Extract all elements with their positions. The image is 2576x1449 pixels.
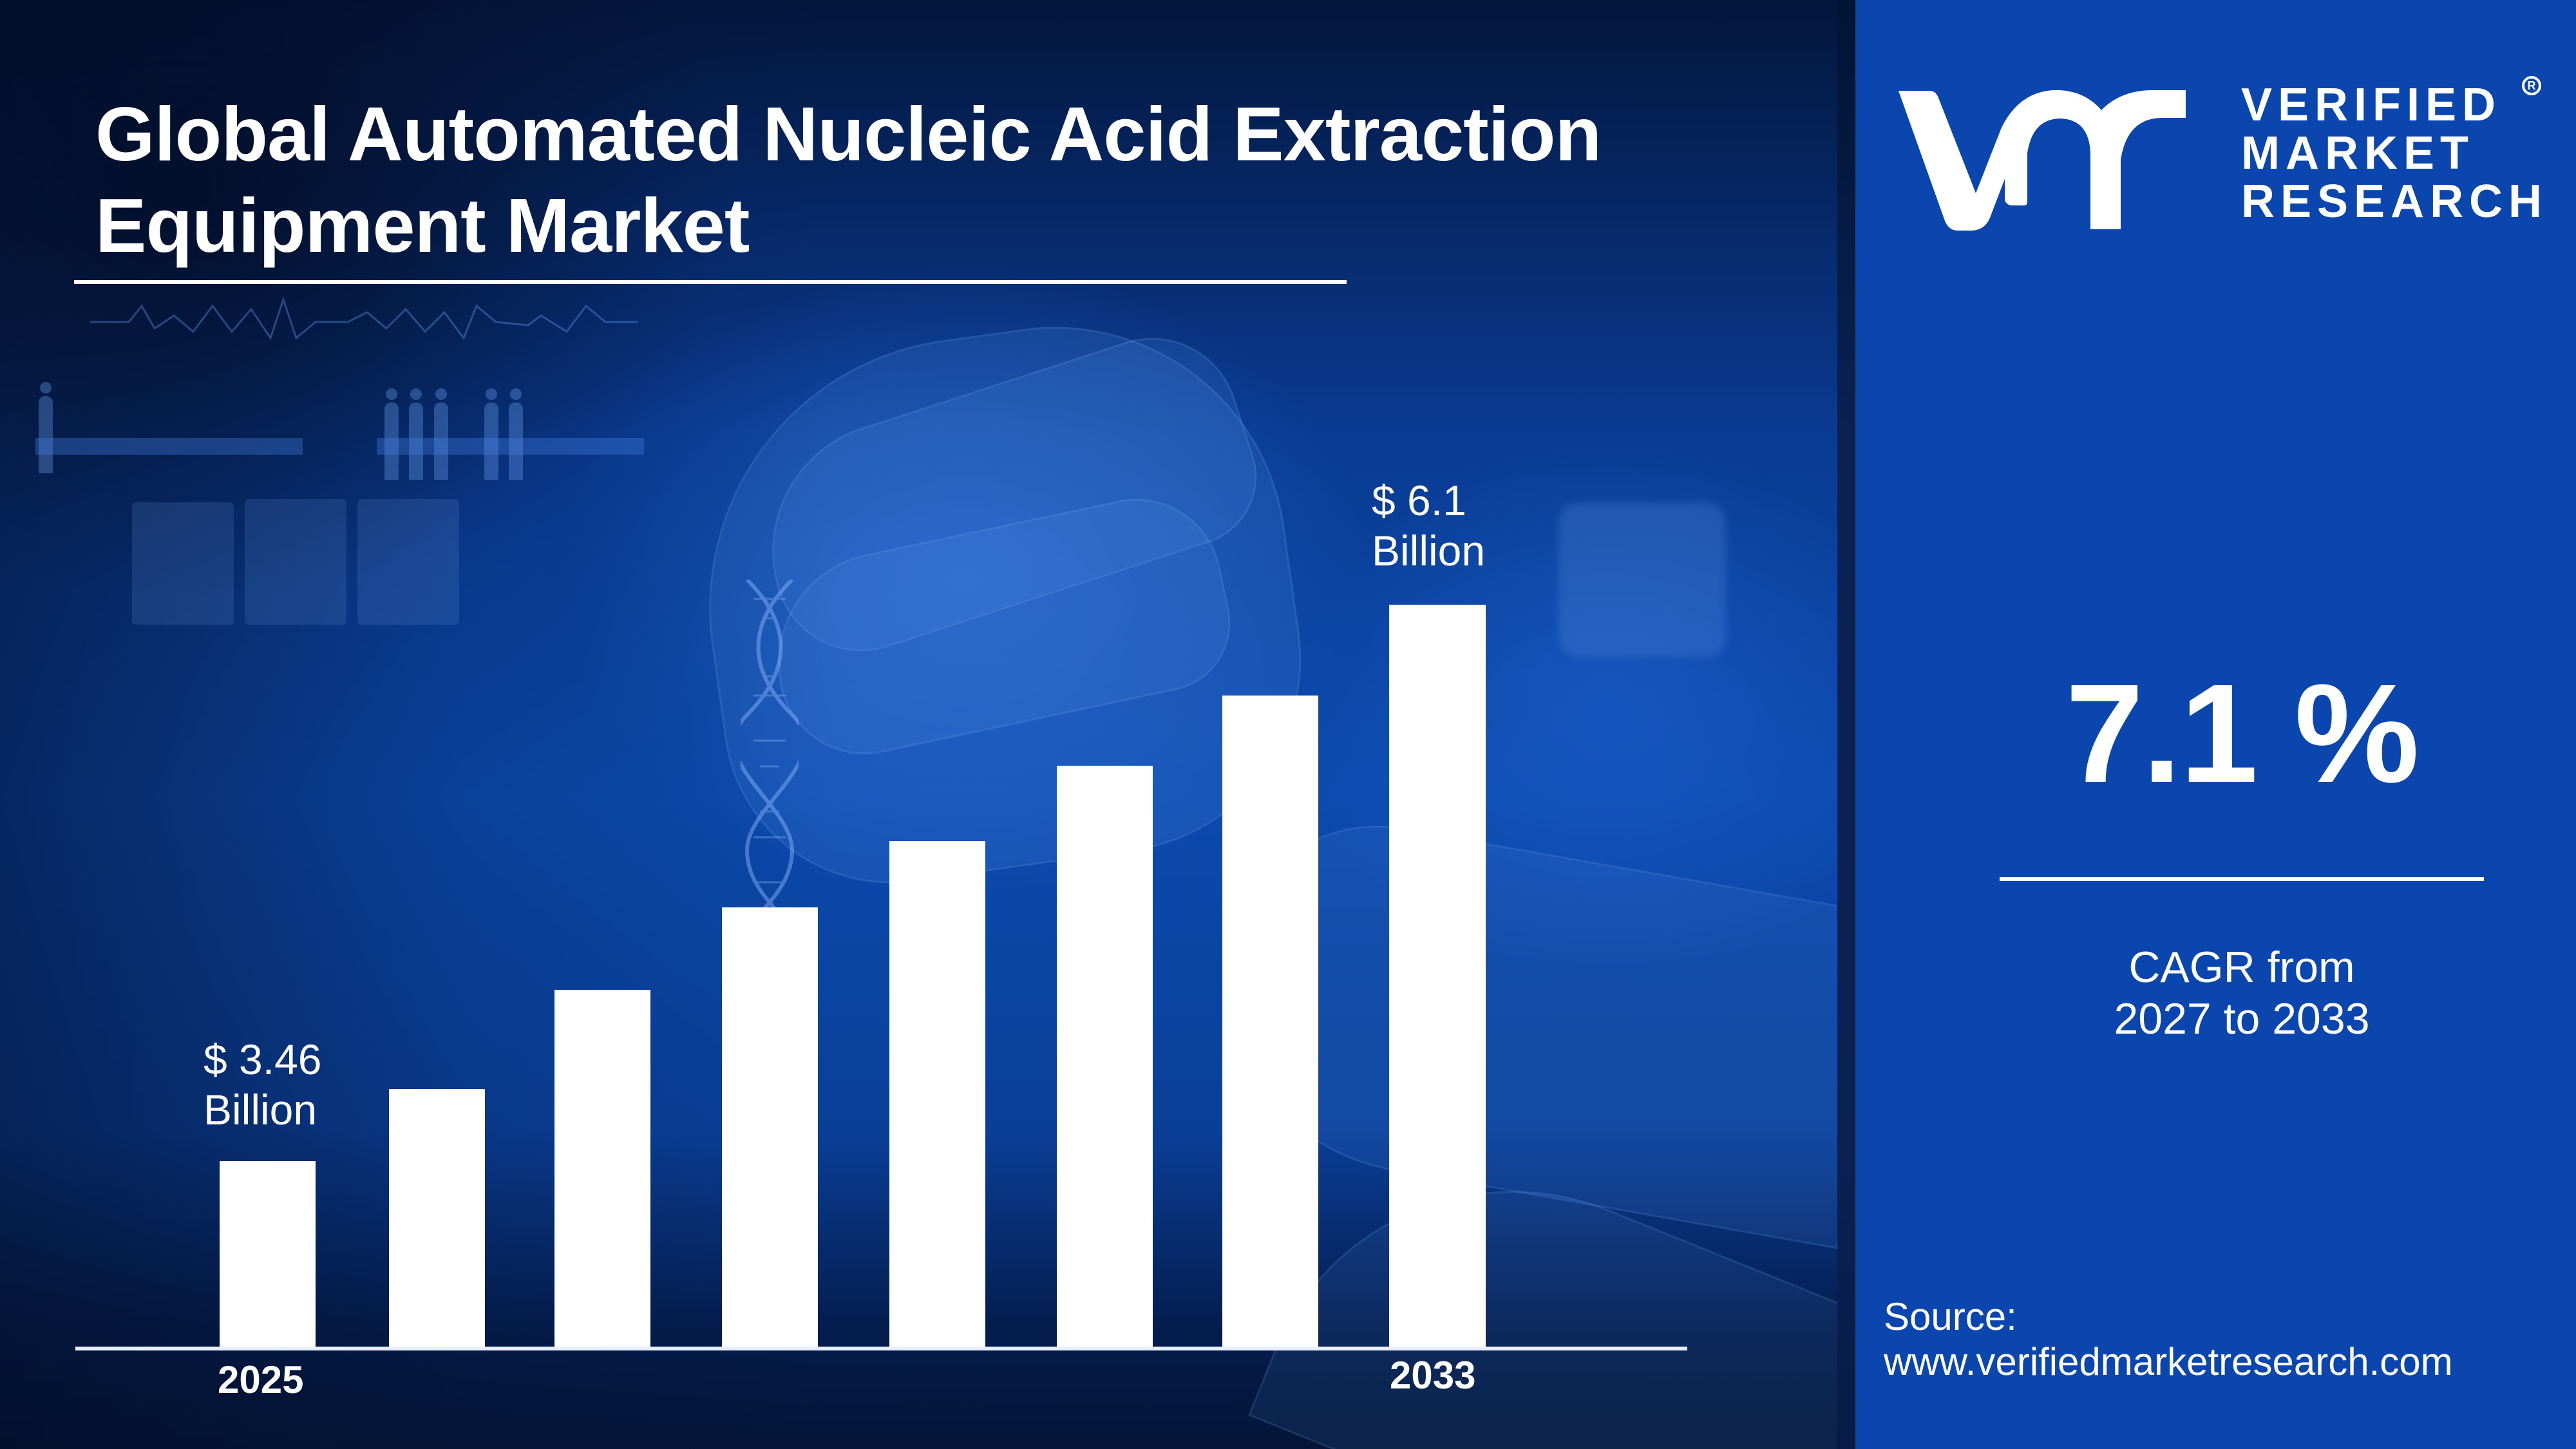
person-icon (384, 388, 399, 480)
vmr-logo-icon (1899, 90, 2186, 231)
x-axis-line (75, 1347, 1687, 1350)
start-value-amount: $ 3.46 (204, 1036, 322, 1083)
end-value-label: $ 6.1 Billion (1372, 475, 1485, 576)
bar-3 (554, 990, 650, 1349)
bar-7 (1222, 696, 1318, 1349)
x-tick-end-year: 2033 (1390, 1354, 1476, 1397)
decor-bar (377, 438, 644, 455)
person-icon (39, 382, 53, 473)
brand-wordmark: VERIFIED MARKET RESEARCH (2241, 81, 2548, 226)
bar-6 (1057, 766, 1153, 1349)
bar-2033 (1389, 605, 1486, 1349)
start-value-label: $ 3.46 Billion (204, 1034, 322, 1135)
folder-icon (245, 499, 346, 625)
brand-line-research: RESEARCH (2241, 176, 2548, 227)
decor-bar (35, 438, 303, 455)
end-value-unit: Billion (1372, 527, 1486, 574)
x-tick-start-year: 2025 (218, 1358, 304, 1401)
cagr-caption-line-2: 2027 to 2033 (2114, 994, 2370, 1043)
bar-5 (889, 841, 985, 1349)
end-value-amount: $ 6.1 (1372, 477, 1466, 524)
bar-2 (389, 1089, 485, 1350)
person-icon (484, 388, 498, 480)
source-url: www.verifiedmarketresearch.com (1884, 1340, 2453, 1383)
cagr-caption-line-1: CAGR from (2128, 943, 2355, 992)
brand-line-market: MARKET (2241, 128, 2474, 179)
cagr-divider (2000, 877, 2484, 881)
source-note: Source: www.verifiedmarketresearch.com (1884, 1294, 2453, 1385)
page-title: Global Automated Nucleic Acid Extraction… (95, 89, 1770, 272)
folder-icon (357, 499, 459, 625)
registered-trademark-icon: R (2522, 76, 2541, 95)
folder-icon (132, 502, 234, 625)
person-icon (409, 388, 423, 480)
person-icon (434, 388, 448, 480)
cagr-value: 7.1 % (2065, 656, 2419, 812)
heartbeat-line-icon (90, 296, 638, 341)
title-line-1: Global Automated Nucleic Acid Extraction (95, 91, 1602, 177)
cagr-caption: CAGR from 2027 to 2033 (2000, 942, 2484, 1045)
title-underline (74, 280, 1347, 284)
title-line-2: Equipment Market (95, 183, 750, 269)
dna-helix-icon (741, 580, 799, 940)
brand-line-verified: VERIFIED (2241, 79, 2502, 131)
bar-2025 (220, 1161, 316, 1349)
source-label: Source: (1884, 1295, 2017, 1338)
panel-divider (1837, 0, 1855, 1449)
bar-4 (722, 907, 818, 1349)
person-icon (509, 388, 523, 480)
start-value-unit: Billion (204, 1086, 317, 1133)
right-info-panel (1855, 0, 2576, 1449)
